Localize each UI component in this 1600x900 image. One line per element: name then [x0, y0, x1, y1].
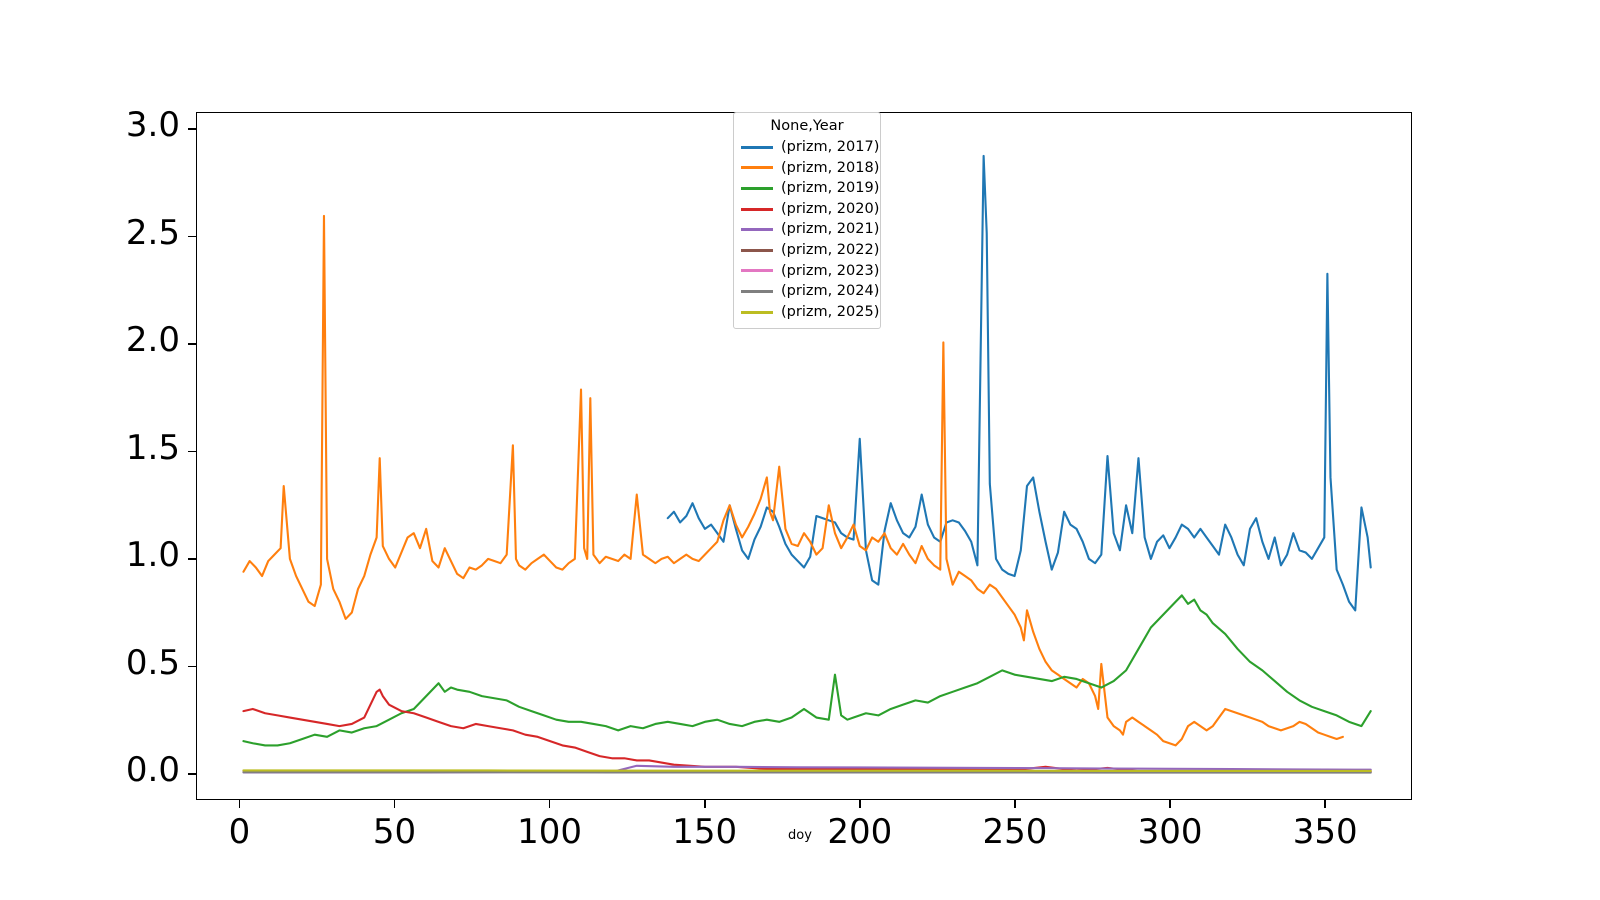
legend-item[interactable]: (prizm, 2024) — [741, 281, 879, 302]
x-tick-mark — [1324, 800, 1326, 808]
y-tick-mark — [188, 665, 196, 668]
x-tick-label: 100 — [517, 812, 583, 852]
series-canvas — [197, 113, 1411, 799]
legend-color-swatch — [741, 228, 773, 232]
legend-item-label: (prizm, 2025) — [781, 303, 880, 320]
series-line — [243, 595, 1370, 745]
x-tick-mark — [703, 800, 706, 808]
legend-item-label: (prizm, 2018) — [781, 159, 880, 176]
series-line — [243, 216, 1342, 746]
x-tick-label: 350 — [1292, 812, 1358, 852]
legend-color-swatch — [741, 207, 773, 211]
legend-color-swatch — [741, 269, 773, 273]
x-tick-mark — [238, 800, 241, 808]
x-tick-mark — [1169, 800, 1171, 808]
legend-item-label: (prizm, 2017) — [781, 139, 880, 155]
legend-item[interactable]: (prizm, 2023) — [741, 261, 879, 282]
y-tick-mark — [188, 343, 196, 345]
legend-item[interactable]: (prizm, 2020) — [741, 199, 879, 220]
y-tick-label: 2.0 — [125, 320, 180, 361]
legend-color-swatch — [741, 186, 773, 190]
y-tick-label: 3.0 — [125, 105, 180, 146]
legend-color-swatch — [741, 145, 773, 149]
legend-item-label: (prizm, 2022) — [781, 241, 880, 258]
legend-entries: (prizm, 2017) (prizm, 2018) (prizm, 2019) (… — [741, 137, 879, 323]
legend-item[interactable]: (prizm, 2019) — [741, 178, 879, 199]
y-tick-label: 1.0 — [125, 535, 180, 576]
legend-title: None,Year — [770, 118, 844, 134]
x-tick-label: 150 — [672, 812, 738, 852]
x-tick-label: 250 — [982, 812, 1048, 852]
legend-item[interactable]: (prizm, 2018) — [741, 158, 879, 179]
x-tick-mark — [548, 800, 551, 808]
x-tick-mark — [859, 800, 861, 808]
legend-item-label: (prizm, 2024) — [781, 283, 880, 300]
x-axis-label: doy — [788, 828, 812, 843]
legend-item[interactable]: (prizm, 2021) — [741, 219, 879, 240]
y-tick-mark — [188, 773, 196, 775]
series-line — [668, 156, 1371, 610]
x-tick-mark — [1014, 800, 1016, 808]
legend-item[interactable]: (prizm, 2025) — [741, 302, 879, 323]
y-tick-mark — [188, 558, 196, 560]
y-tick-label: 0.5 — [125, 642, 180, 683]
legend-item-label: (prizm, 2021) — [781, 221, 880, 238]
legend-item-label: (prizm, 2019) — [781, 180, 880, 197]
x-tick-label: 200 — [827, 812, 893, 852]
legend-item[interactable]: (prizm, 2017) — [741, 137, 879, 158]
y-tick-mark — [188, 128, 196, 130]
legend-item-label: (prizm, 2020) — [781, 200, 880, 217]
legend-color-swatch — [741, 248, 773, 252]
x-tick-label: 0 — [228, 812, 251, 852]
y-tick-mark — [188, 450, 196, 453]
legend-color-swatch — [741, 310, 773, 314]
x-tick-mark — [393, 800, 396, 808]
series-line — [243, 690, 1370, 771]
legend-item-label: (prizm, 2023) — [781, 262, 880, 279]
y-tick-label: 0.0 — [125, 750, 180, 791]
y-tick-label: 2.5 — [125, 212, 180, 253]
y-tick-label: 1.5 — [125, 427, 180, 468]
x-tick-label: 300 — [1137, 812, 1203, 852]
legend-item[interactable]: (prizm, 2022) — [741, 240, 879, 261]
legend-color-swatch — [741, 289, 773, 293]
legend: None,Year (prizm, 2017) (prizm, 2018) (pri… — [733, 112, 881, 330]
x-tick-label: 50 — [372, 812, 417, 852]
y-tick-mark — [188, 235, 196, 238]
legend-color-swatch — [741, 166, 773, 170]
